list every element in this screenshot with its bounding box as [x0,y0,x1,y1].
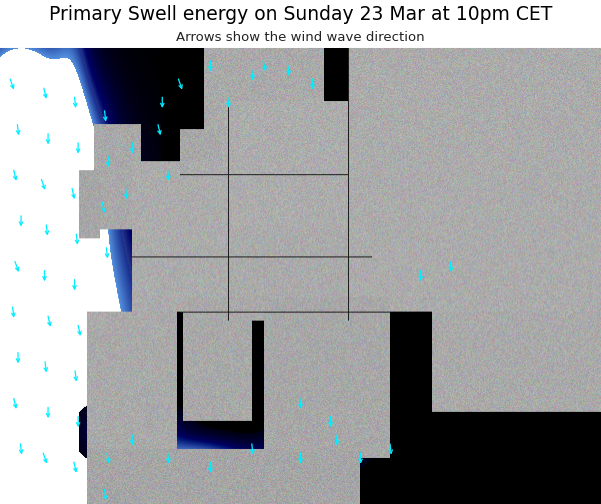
Text: Arrows show the wind wave direction: Arrows show the wind wave direction [176,31,425,44]
Text: Primary Swell energy on Sunday 23 Mar at 10pm CET: Primary Swell energy on Sunday 23 Mar at… [49,5,552,24]
